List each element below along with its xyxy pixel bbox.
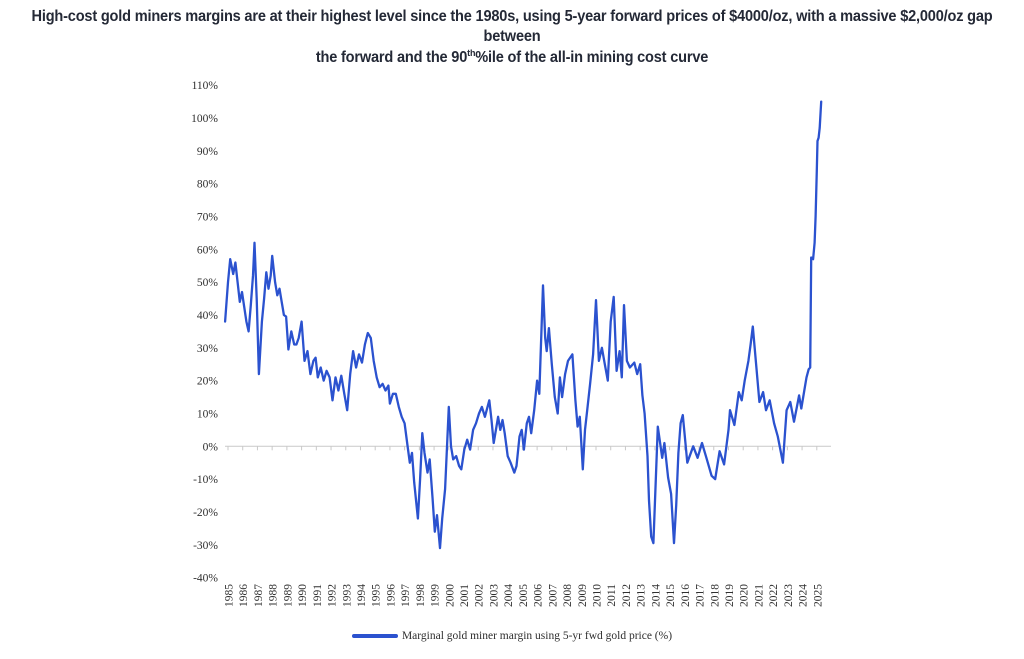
- x-axis-tick-label: 2004: [503, 584, 515, 607]
- x-axis-tick-label: 1999: [430, 584, 442, 607]
- x-axis-tick-label: 1993: [341, 584, 353, 607]
- x-axis-tick-label: 1998: [415, 584, 427, 607]
- x-axis-tick-label: 2003: [488, 584, 500, 607]
- title-line-2-prefix: the forward and the 90: [315, 49, 468, 67]
- chart-legend: Marginal gold miner margin using 5-yr fw…: [0, 630, 1024, 642]
- x-axis-tick-label: 2012: [621, 584, 633, 607]
- y-axis-tick-label: 60%: [197, 244, 219, 256]
- legend-label: Marginal gold miner margin using 5-yr fw…: [401, 630, 673, 642]
- y-axis-tick-label: 80%: [197, 179, 219, 191]
- chart-title: High-cost gold miners margins are at the…: [31, 7, 994, 69]
- legend-line-marker: [351, 634, 398, 638]
- margin-line-series: [223, 100, 823, 550]
- x-axis-tick-label: 1997: [400, 584, 412, 607]
- x-axis-tick-label: 2025: [812, 584, 824, 607]
- x-axis-tick-label: 1995: [371, 584, 383, 607]
- x-axis-tick-label: 2007: [547, 584, 559, 607]
- x-axis-tick-label: 2013: [636, 584, 648, 607]
- x-axis-tick-label: 1985: [224, 584, 236, 607]
- x-axis-tick-label: 1987: [253, 584, 265, 607]
- y-axis-tick-label: 0%: [203, 441, 219, 453]
- title-line-2-suffix: %ile of the all-in mining cost curve: [475, 49, 709, 67]
- title-ordinal-sup: th: [467, 47, 476, 59]
- x-axis-tick-label: 2010: [592, 584, 604, 607]
- y-axis-tick-label: -40%: [193, 573, 218, 585]
- x-axis-tick-label: 2001: [459, 584, 471, 607]
- x-axis-tick-label: 2018: [709, 584, 721, 607]
- x-axis-tick-label: 2000: [444, 584, 456, 607]
- y-axis-tick-label: 50%: [197, 277, 219, 289]
- title-line-1: High-cost gold miners margins are at the…: [31, 8, 993, 46]
- x-axis-tick-label: 2005: [518, 584, 530, 607]
- x-axis-tick-label: 2020: [739, 584, 751, 607]
- y-axis-tick-label: 10%: [197, 408, 219, 420]
- x-axis-tick-label: 1988: [268, 584, 280, 607]
- y-axis-tick-label: 40%: [197, 310, 219, 322]
- y-axis-tick-label: -20%: [193, 507, 218, 519]
- title-line-2: the forward and the 90th%ile of the all-…: [31, 48, 994, 69]
- x-axis-tick-label: 2017: [695, 584, 707, 607]
- x-axis-tick-label: 2014: [650, 584, 662, 607]
- x-axis-tick-label: 2015: [665, 584, 677, 607]
- x-axis-tick-label: 2016: [680, 584, 692, 607]
- x-axis-tick-label: 1986: [238, 584, 250, 607]
- y-axis-tick-label: 30%: [197, 343, 219, 355]
- y-axis-tick-label: -30%: [193, 540, 218, 552]
- x-axis-tick-label: 1996: [385, 584, 397, 607]
- x-axis-tick-label: 2024: [798, 584, 810, 607]
- x-axis-tick-label: 2002: [474, 584, 486, 607]
- x-axis-tick-label: 2008: [562, 584, 574, 607]
- x-axis-tick-label: 1991: [312, 584, 324, 607]
- x-axis-tick-label: 2021: [753, 584, 765, 607]
- y-axis-tick-label: 70%: [197, 212, 219, 224]
- y-axis-tick-label: 110%: [192, 80, 219, 92]
- x-axis-tick-label: 1994: [356, 584, 368, 607]
- x-axis-tick-label: 2022: [768, 584, 780, 607]
- x-axis-tick-label: 2011: [606, 584, 618, 607]
- x-axis-tick-label: 2006: [533, 584, 545, 607]
- x-axis-tick-label: 2023: [783, 584, 795, 607]
- y-axis-tick-label: 20%: [197, 376, 219, 388]
- y-axis-tick-label: -10%: [193, 474, 218, 486]
- x-axis-tick-label: 1989: [282, 584, 294, 607]
- y-axis-tick-label: 100%: [191, 113, 218, 125]
- x-axis-tick-label: 1990: [297, 584, 309, 607]
- x-axis-tick-label: 2009: [577, 584, 589, 607]
- x-axis-tick-label: 2019: [724, 584, 736, 607]
- y-axis-tick-label: 90%: [197, 146, 219, 158]
- x-axis-tick-label: 1992: [327, 584, 339, 607]
